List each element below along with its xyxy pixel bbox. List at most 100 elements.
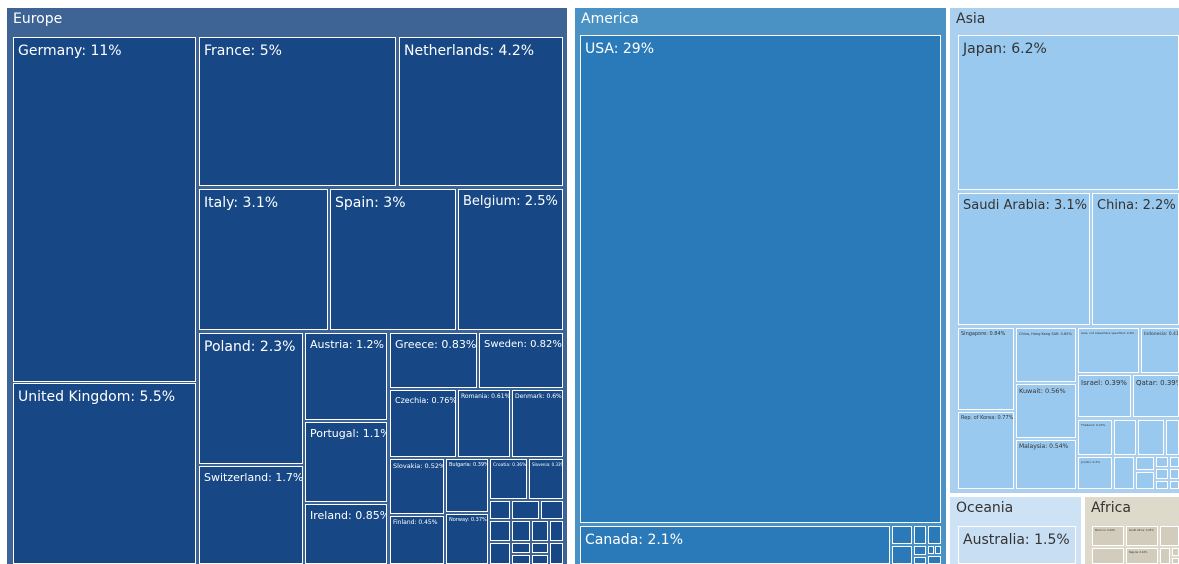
cell-label-china-hong-kong-sar: China, Hong Kong SAR: 0.65% — [1019, 332, 1072, 336]
cell-label-italy: Italy: 3.1% — [204, 195, 279, 211]
cell-saudi-arabia: Saudi Arabia: 3.1% — [958, 193, 1090, 325]
region-title-oceania: Oceania — [956, 500, 1014, 516]
cell-label-greece: Greece: 0.83% — [395, 338, 477, 351]
cell-slovakia: Slovakia: 0.52% — [390, 459, 444, 514]
cell-label-denmark: Denmark: 0.6% — [515, 393, 562, 400]
cell-minor-europe — [550, 543, 563, 564]
cell-label-france: France: 5% — [204, 43, 282, 59]
cell-label-south-africa: South Africa: 0.25% — [1129, 529, 1154, 532]
cell-minor-asia — [1156, 457, 1168, 467]
cell-asia-not-elsewhere-specified: Asia, not elsewhere specified: 0.6% — [1078, 328, 1139, 373]
cell-minor-asia — [1156, 481, 1168, 489]
cell-canada: Canada: 2.1% — [580, 526, 890, 564]
cell-label-nigeria: Nigeria: 0.16% — [1129, 551, 1148, 554]
cell-minor-america — [928, 556, 941, 564]
cell-label-slovenia: Slovenia: 0.33% — [532, 462, 563, 467]
cell-norway: Norway: 0.37% — [446, 514, 488, 564]
cell-minor-america — [892, 526, 912, 544]
region-title-africa: Africa — [1091, 500, 1131, 516]
cell-label-romania: Romania: 0.61% — [461, 393, 510, 400]
cell-croatia: Croatia: 0.36% — [490, 459, 527, 499]
cell-minor-europe — [512, 543, 530, 553]
cell-italy: Italy: 3.1% — [199, 189, 328, 330]
cell-austria: Austria: 1.2% — [305, 333, 387, 420]
cell-minor-america — [914, 557, 926, 564]
cell-israel: Israel: 0.39% — [1078, 375, 1131, 417]
cell-minor-europe — [512, 501, 539, 519]
cell-indonesia: Indonesia: 0.41% — [1141, 328, 1179, 373]
cell-china-hong-kong-sar: China, Hong Kong SAR: 0.65% — [1016, 328, 1076, 382]
cell-label-switzerland: Switzerland: 1.7% — [204, 471, 303, 484]
cell-minor-africa — [1092, 548, 1124, 564]
cell-label-spain: Spain: 3% — [335, 195, 406, 211]
cell-minor-america — [914, 546, 926, 555]
cell-label-finland: Finland: 0.45% — [393, 519, 438, 526]
cell-label-morocco: Morocco: 0.29% — [1095, 529, 1116, 532]
cell-romania: Romania: 0.61% — [458, 390, 510, 457]
cell-bulgaria: Bulgaria: 0.39% — [446, 459, 488, 512]
cell-label-belgium: Belgium: 2.5% — [463, 194, 558, 209]
cell-label-singapore: Singapore: 0.84% — [961, 331, 1006, 337]
cell-label-bulgaria: Bulgaria: 0.39% — [449, 462, 488, 468]
cell-label-slovakia: Slovakia: 0.52% — [393, 462, 444, 470]
cell-spain: Spain: 3% — [330, 189, 456, 330]
cell-label-indonesia: Indonesia: 0.41% — [1144, 332, 1179, 337]
cell-minor-asia — [1170, 457, 1179, 467]
cell-south-africa: South Africa: 0.25% — [1126, 526, 1158, 546]
region-title-europe: Europe — [13, 11, 63, 27]
cell-malaysia: Malaysia: 0.54% — [1016, 440, 1076, 489]
cell-label-israel: Israel: 0.39% — [1081, 379, 1127, 387]
cell-minor-africa — [1160, 548, 1170, 564]
cell-nigeria: Nigeria: 0.16% — [1126, 548, 1158, 564]
cell-minor-asia — [1170, 481, 1179, 489]
cell-minor-europe — [532, 555, 548, 564]
cell-minor-europe — [541, 501, 563, 519]
cell-label-ireland: Ireland: 0.85% — [310, 509, 387, 522]
cell-portugal: Portugal: 1.1% — [305, 422, 387, 502]
region-title-asia: Asia — [956, 11, 986, 27]
cell-label-thailand: Thailand: 0.23% — [1081, 423, 1106, 427]
cell-belgium: Belgium: 2.5% — [458, 189, 563, 330]
cell-minor-america — [935, 546, 941, 554]
cell-greece: Greece: 0.83% — [390, 333, 477, 388]
cell-label-portugal: Portugal: 1.1% — [310, 427, 387, 440]
cell-minor-europe — [490, 501, 510, 519]
cell-label-rep-of-korea: Rep. of Korea: 0.77% — [961, 415, 1014, 421]
cell-netherlands: Netherlands: 4.2% — [399, 37, 563, 186]
cell-label-china: China: 2.2% — [1097, 198, 1176, 213]
cell-label-malaysia: Malaysia: 0.54% — [1019, 443, 1069, 450]
cell-minor-america — [928, 546, 934, 554]
cell-minor-america — [892, 546, 912, 564]
cell-singapore: Singapore: 0.84% — [958, 328, 1014, 410]
cell-czechia: Czechia: 0.76% — [390, 390, 456, 457]
cell-australia: Australia: 1.5% — [958, 526, 1076, 564]
cell-label-saudi-arabia: Saudi Arabia: 3.1% — [963, 198, 1088, 213]
cell-qatar: Qatar: 0.39% — [1133, 375, 1179, 417]
cell-minor-europe — [512, 555, 530, 564]
cell-finland: Finland: 0.45% — [390, 516, 444, 564]
cell-label-asia-not-elsewhere-specified: Asia, not elsewhere specified: 0.6% — [1081, 331, 1135, 335]
cell-minor-asia — [1136, 457, 1154, 470]
cell-label-japan: Japan: 6.2% — [963, 41, 1047, 57]
cell-label-qatar: Qatar: 0.39% — [1136, 379, 1179, 387]
cell-minor-europe — [550, 521, 563, 541]
cell-minor-asia — [1114, 420, 1136, 455]
cell-label-norway: Norway: 0.37% — [449, 517, 487, 523]
cell-sweden: Sweden: 0.82% — [479, 333, 563, 388]
cell-minor-africa — [1160, 526, 1179, 546]
cell-switzerland: Switzerland: 1.7% — [199, 466, 303, 564]
cell-japan: Japan: 6.2% — [958, 35, 1179, 190]
cell-minor-europe — [490, 543, 510, 564]
cell-label-united-kingdom: United Kingdom: 5.5% — [18, 389, 176, 405]
cell-morocco: Morocco: 0.29% — [1092, 526, 1124, 546]
cell-ireland: Ireland: 0.85% — [305, 504, 387, 564]
cell-label-czechia: Czechia: 0.76% — [395, 396, 456, 405]
cell-minor-europe — [490, 521, 510, 541]
cell-poland: Poland: 2.3% — [199, 333, 303, 464]
cell-denmark: Denmark: 0.6% — [512, 390, 563, 457]
cell-minor-asia — [1114, 457, 1134, 489]
cell-label-germany: Germany: 11% — [18, 43, 122, 59]
cell-minor-america — [914, 526, 926, 544]
cell-minor-asia — [1136, 472, 1154, 489]
